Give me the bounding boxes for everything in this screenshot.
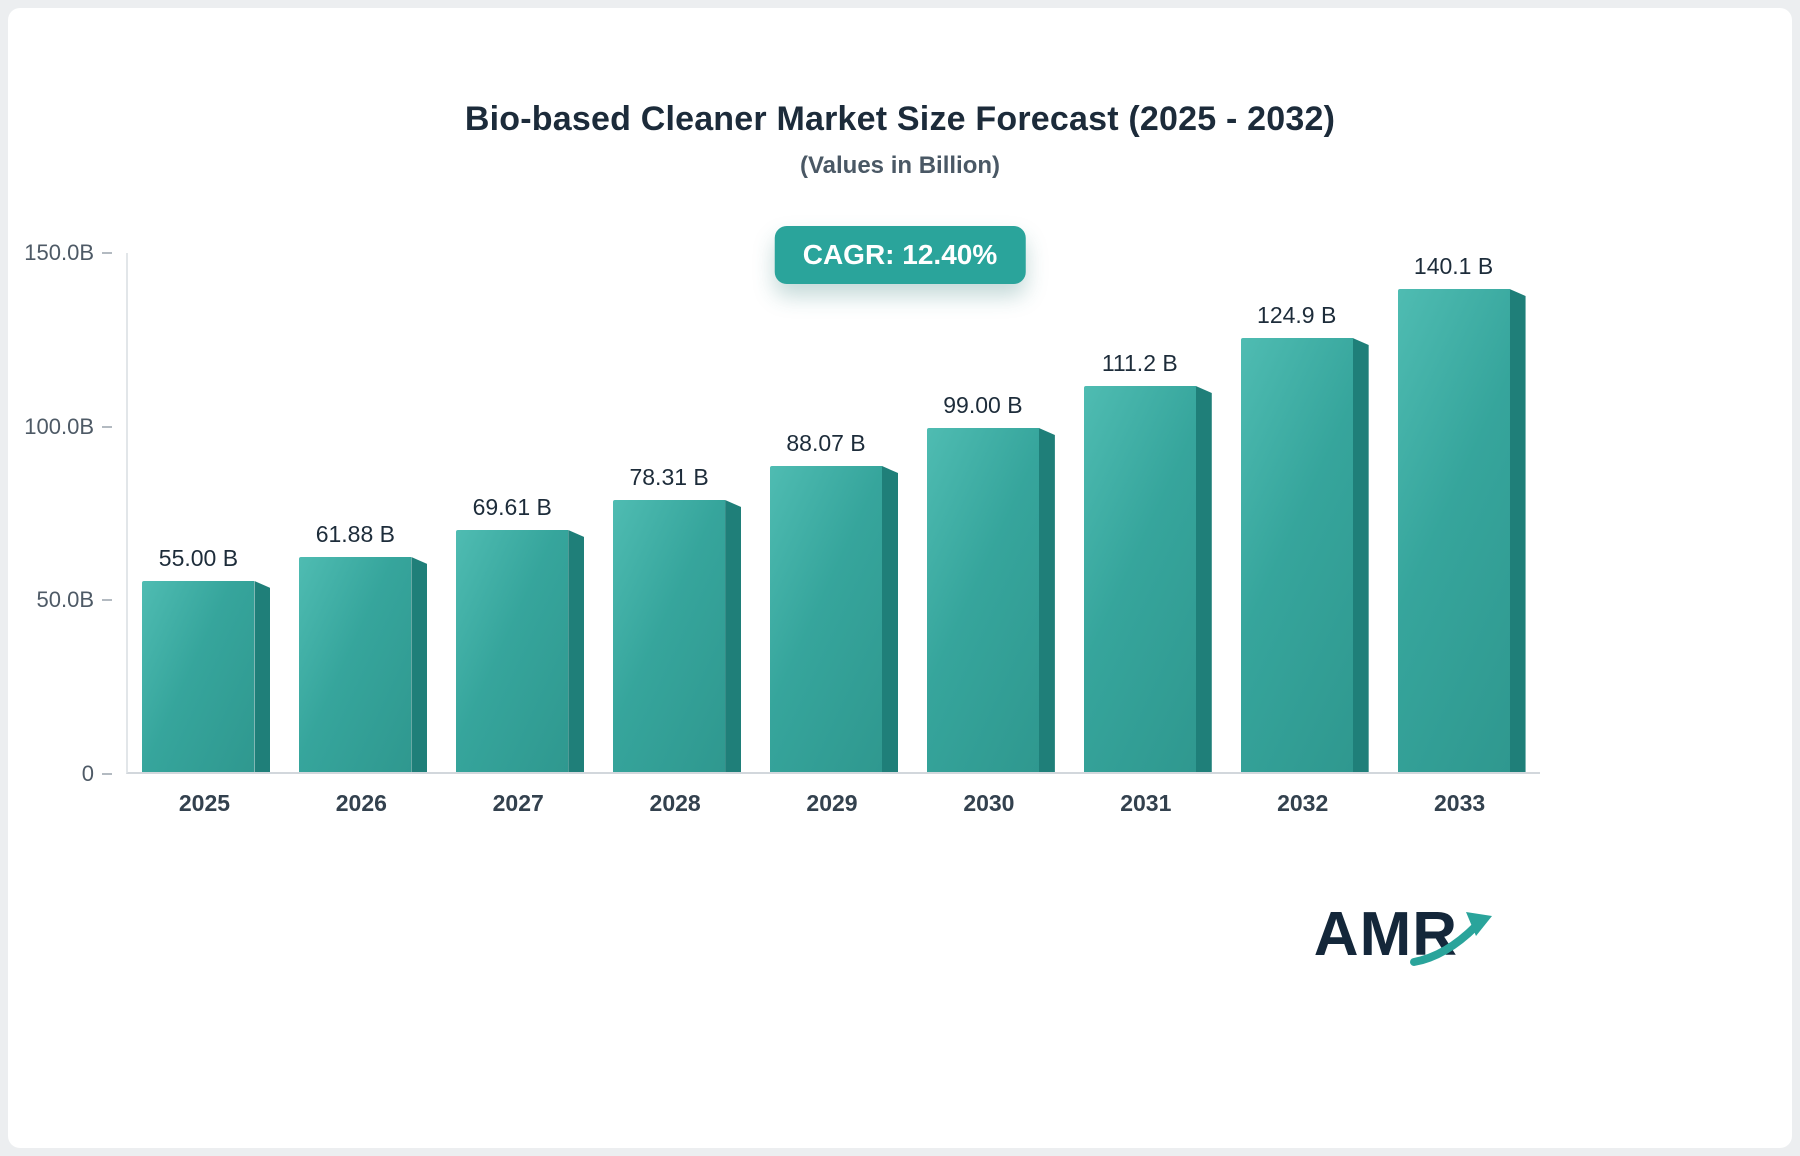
bar-group: 55.00 B [128, 253, 285, 772]
x-axis: 2025 2026 2027 2028 2029 2030 2031 2032 … [126, 790, 1538, 817]
bar [770, 466, 898, 772]
y-axis-tick-mark [102, 599, 112, 601]
x-axis-label: 2033 [1433, 790, 1486, 816]
bar-face [926, 428, 1039, 772]
bar-side [411, 557, 428, 772]
x-axis-label: 2027 [492, 790, 544, 816]
bar-group: 111.2 B [1069, 253, 1226, 772]
bar-side [1195, 386, 1212, 772]
bar-value-label: 88.07 B [786, 430, 866, 456]
logo-arrow-icon [1410, 912, 1492, 966]
y-axis-tick-mark [102, 252, 112, 254]
bar-value-label: 69.61 B [472, 494, 552, 520]
bar-side [1352, 338, 1369, 772]
bar-side [568, 530, 585, 772]
bar-chart: 150.0B 100.0B 50.0B 0 55.00 B 61.88 B 69… [24, 240, 1540, 817]
y-axis-tick: 0 [82, 761, 112, 787]
bar-face [613, 500, 726, 772]
bar [1397, 289, 1526, 772]
bar-face [1083, 386, 1196, 772]
x-axis-label: 2026 [335, 790, 387, 816]
chart-subtitle: (Values in Billion) [799, 152, 1001, 179]
bar-value-label: 78.31 B [629, 464, 709, 490]
y-axis: 150.0B 100.0B 50.0B 0 [10, 240, 116, 786]
bar-side [725, 500, 742, 772]
x-axis-label: 2032 [1277, 790, 1329, 816]
bar [456, 530, 585, 772]
y-axis-tick-label: 150.0B [24, 240, 94, 265]
amr-logo: AMR [1314, 904, 1492, 966]
bar-side [1509, 289, 1526, 772]
y-axis-tick-label: 0 [81, 761, 94, 786]
y-axis-tick-mark [102, 426, 112, 428]
cagr-badge: CAGR: 12.40% [774, 226, 1026, 284]
y-axis-tick-mark [102, 773, 112, 775]
x-axis-label: 2028 [649, 790, 701, 816]
bar-side [1038, 428, 1055, 772]
bar [1240, 338, 1369, 772]
y-axis-tick: 150.0B [24, 240, 112, 266]
bar-value-label: 99.00 B [943, 392, 1023, 418]
bar-group: 61.88 B [285, 253, 442, 772]
bar-group: 99.00 B [912, 253, 1069, 772]
bar-group: 140.1 B [1383, 253, 1540, 772]
bar-value-label: 55.00 B [158, 545, 239, 571]
x-axis-label: 2029 [806, 790, 858, 816]
bar [926, 428, 1055, 772]
bar-group: 78.31 B [599, 253, 756, 772]
bar-face [299, 557, 412, 772]
x-axis-label: 2025 [178, 790, 231, 816]
y-axis-tick: 100.0B [24, 414, 112, 440]
bar-value-label: 61.88 B [315, 521, 395, 547]
bar [142, 581, 271, 772]
bar [1083, 386, 1212, 772]
bar-side [882, 466, 898, 772]
y-axis-tick-label: 50.0B [36, 587, 95, 612]
bar-value-label: 111.2 B [1101, 350, 1178, 376]
bar-value-label: 124.9 B [1257, 302, 1337, 328]
chart-title: Bio-based Cleaner Market Size Forecast (… [464, 100, 1336, 138]
bar-group: 69.61 B [442, 253, 599, 772]
x-axis-label: 2031 [1120, 790, 1172, 816]
bar-group: 88.07 B [756, 253, 913, 772]
x-axis-label: 2030 [963, 790, 1015, 816]
bar-face [1240, 338, 1353, 772]
chart-card: Bio-based Cleaner Market Size Forecast (… [8, 8, 1792, 1148]
plot-area: 150.0B 100.0B 50.0B 0 55.00 B 61.88 B 69… [24, 240, 1540, 786]
bar-value-label: 140.1 B [1413, 253, 1494, 279]
bar-face [142, 581, 255, 772]
y-axis-tick-label: 100.0B [24, 414, 94, 439]
bar-face [1397, 289, 1510, 772]
bar-group: 124.9 B [1226, 253, 1383, 772]
bar-side [254, 581, 271, 772]
bar-face [770, 466, 882, 772]
bar-face [456, 530, 569, 772]
bar [299, 557, 428, 772]
y-axis-tick: 50.0B [36, 587, 112, 613]
bar [613, 500, 742, 772]
